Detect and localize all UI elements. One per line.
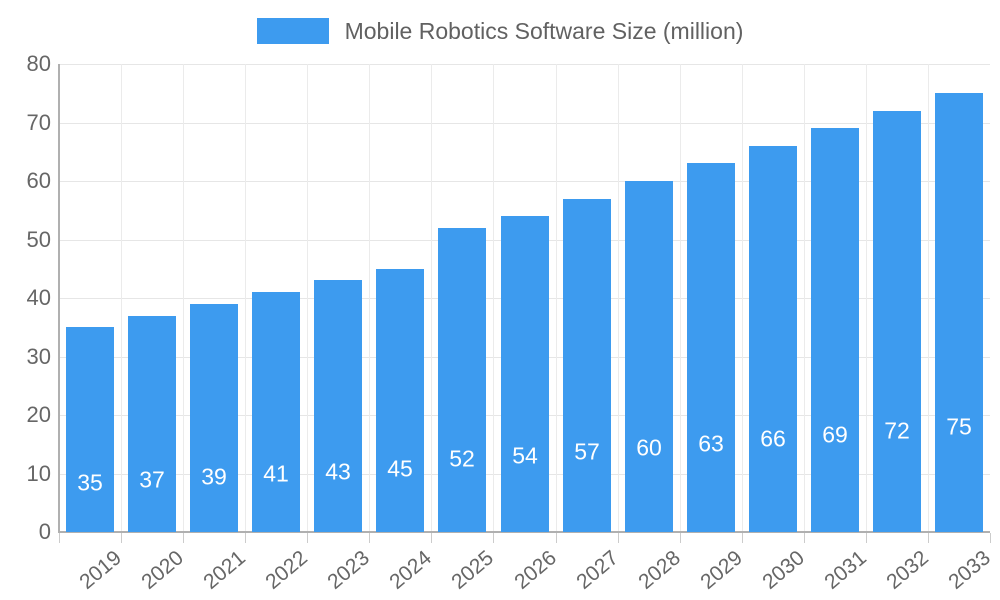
bar[interactable] (811, 128, 859, 532)
bar-value-label: 69 (822, 421, 848, 448)
x-axis-tick-label: 2019 (75, 546, 126, 594)
bar-value-label: 52 (449, 445, 475, 472)
bar[interactable] (128, 316, 176, 532)
y-axis-tick-label: 20 (26, 402, 51, 427)
x-axis-tick-mark (121, 533, 122, 543)
x-axis-tick-label: 2029 (695, 546, 747, 594)
gridline-vertical (928, 64, 929, 532)
x-axis-tick-mark (804, 533, 805, 543)
x-axis-tick-mark (183, 533, 184, 543)
x-axis-tick-label: 2030 (758, 546, 809, 594)
bar-value-label: 63 (698, 430, 724, 457)
gridline-vertical (245, 64, 246, 532)
x-axis-tick-mark (245, 533, 246, 543)
bar[interactable] (314, 280, 362, 532)
x-axis-tick-mark (928, 533, 929, 543)
bar[interactable] (252, 292, 300, 532)
x-axis-line (59, 531, 990, 533)
y-axis-tick-label: 0 (38, 519, 51, 544)
gridline-horizontal (59, 122, 990, 124)
x-axis-tick-mark (369, 533, 370, 543)
x-axis-tick-label: 2027 (571, 546, 623, 594)
x-axis-tick-mark (307, 533, 308, 543)
bar[interactable] (190, 304, 238, 532)
bar[interactable] (935, 93, 983, 532)
bar[interactable] (438, 228, 486, 532)
legend-label-series-1[interactable]: Mobile Robotics Software Size (million) (344, 17, 744, 44)
bar-value-label: 54 (512, 442, 538, 469)
x-axis-tick-mark (493, 533, 494, 543)
bar-value-label: 57 (574, 438, 600, 465)
x-axis-tick-mark (866, 533, 867, 543)
bar[interactable] (66, 327, 114, 532)
x-axis-tick-label: 2028 (633, 546, 685, 594)
bar-value-label: 75 (946, 413, 972, 440)
bar[interactable] (376, 269, 424, 532)
x-axis-tick-mark (742, 533, 743, 543)
x-axis-tick-label: 2033 (944, 546, 995, 594)
bar[interactable] (873, 111, 921, 532)
y-axis-tick-label: 70 (26, 109, 51, 135)
x-axis-tick-label: 2026 (509, 546, 561, 594)
x-axis-tick-mark (990, 533, 991, 543)
y-axis-tick-label: 10 (26, 460, 51, 486)
x-axis-tick-label: 2020 (137, 546, 188, 594)
bar[interactable] (501, 216, 549, 532)
gridline-vertical (307, 64, 308, 532)
bar-value-label: 43 (325, 458, 351, 485)
y-axis-line (58, 64, 60, 533)
gridline-horizontal (59, 64, 990, 65)
gridline-vertical (866, 64, 867, 532)
x-axis-tick-label: 2024 (385, 546, 437, 594)
x-axis-tick-label: 2021 (199, 546, 251, 594)
y-axis-ticks: 0 10 20 30 40 50 60 70 80 (0, 0, 51, 600)
gridline-vertical (556, 64, 557, 532)
gridline-vertical (121, 64, 122, 532)
y-axis-tick-label: 50 (26, 226, 51, 252)
x-axis-tick-mark (618, 533, 619, 543)
bar-value-label: 45 (387, 455, 413, 482)
gridline-vertical (369, 64, 370, 532)
bar-value-label: 35 (77, 469, 103, 496)
x-axis-tick-label: 2025 (447, 546, 499, 594)
x-axis-tick-mark (431, 533, 432, 543)
x-axis-tick-mark (680, 533, 681, 543)
bar-value-label: 41 (263, 460, 289, 487)
bar-value-label: 66 (760, 425, 786, 452)
x-axis-tick-label: 2023 (323, 546, 375, 594)
bar-value-label: 39 (201, 463, 227, 490)
bar[interactable] (687, 163, 735, 532)
gridline-vertical (493, 64, 494, 532)
y-axis-tick-label: 30 (26, 343, 51, 369)
y-axis-tick-label: 40 (26, 285, 51, 310)
x-axis-tick-label: 2031 (820, 546, 871, 594)
chart-legend: Mobile Robotics Software Size (million) (0, 10, 1000, 52)
bar[interactable] (625, 181, 673, 532)
x-axis-tick-label: 2022 (261, 546, 313, 594)
y-axis-tick-label: 60 (26, 168, 51, 193)
x-axis-tick-mark (556, 533, 557, 543)
bar-value-label: 72 (884, 417, 910, 444)
bar-value-label: 37 (139, 466, 165, 493)
gridline-vertical (618, 64, 619, 532)
gridline-vertical (183, 64, 184, 532)
bar[interactable] (563, 199, 611, 532)
gridline-horizontal (59, 181, 990, 182)
legend-swatch-series-1[interactable] (256, 18, 329, 44)
gridline-vertical (431, 64, 432, 532)
y-axis-tick-label: 80 (26, 51, 51, 76)
gridline-vertical (804, 64, 805, 532)
x-axis-tick-label: 2032 (882, 546, 933, 594)
gridline-vertical (742, 64, 743, 532)
x-axis-tick-mark (59, 533, 60, 543)
bar[interactable] (749, 146, 797, 532)
gridline-vertical (680, 64, 681, 532)
bar-value-label: 60 (636, 434, 662, 461)
